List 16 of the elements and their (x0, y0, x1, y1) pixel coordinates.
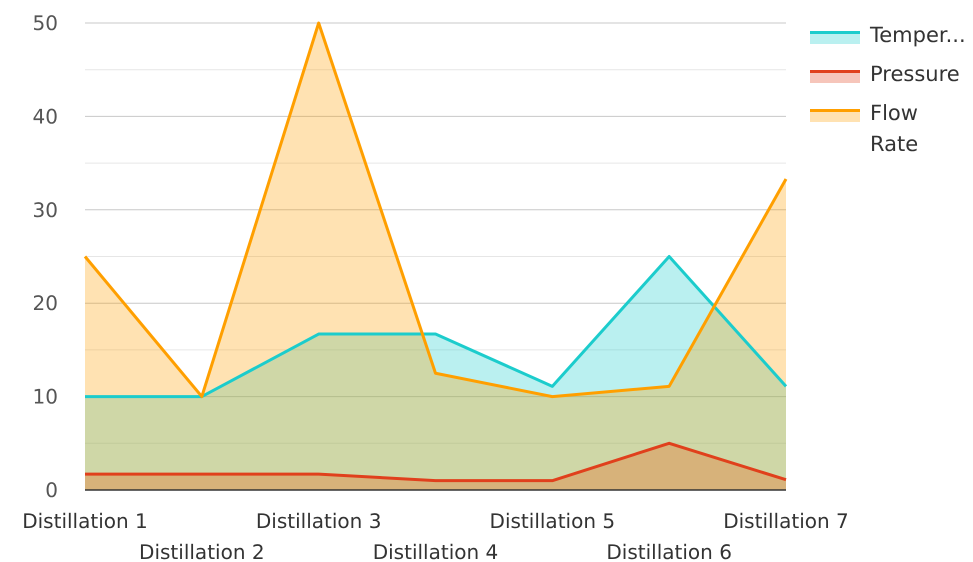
y-tick-label: 10 (32, 384, 58, 409)
x-tick-label: Distillation 7 (723, 509, 849, 533)
y-tick-label: 40 (32, 104, 58, 128)
y-tick-label: 50 (32, 11, 58, 35)
y-tick-label: 20 (32, 291, 58, 316)
x-tick-label: Distillation 5 (490, 509, 616, 533)
x-tick-label: Distillation 6 (606, 540, 732, 562)
legend-label: Flow Rate (870, 101, 918, 156)
x-tick-label: Distillation 2 (139, 540, 265, 562)
legend-label: Temper... (869, 23, 966, 47)
legend-label: Pressure (870, 62, 960, 86)
y-tick-label: 0 (45, 478, 58, 502)
x-tick-label: Distillation 3 (256, 509, 382, 533)
x-tick-label: Distillation 4 (372, 540, 498, 562)
x-tick-label: Distillation 1 (22, 509, 148, 533)
y-tick-label: 30 (32, 198, 58, 222)
